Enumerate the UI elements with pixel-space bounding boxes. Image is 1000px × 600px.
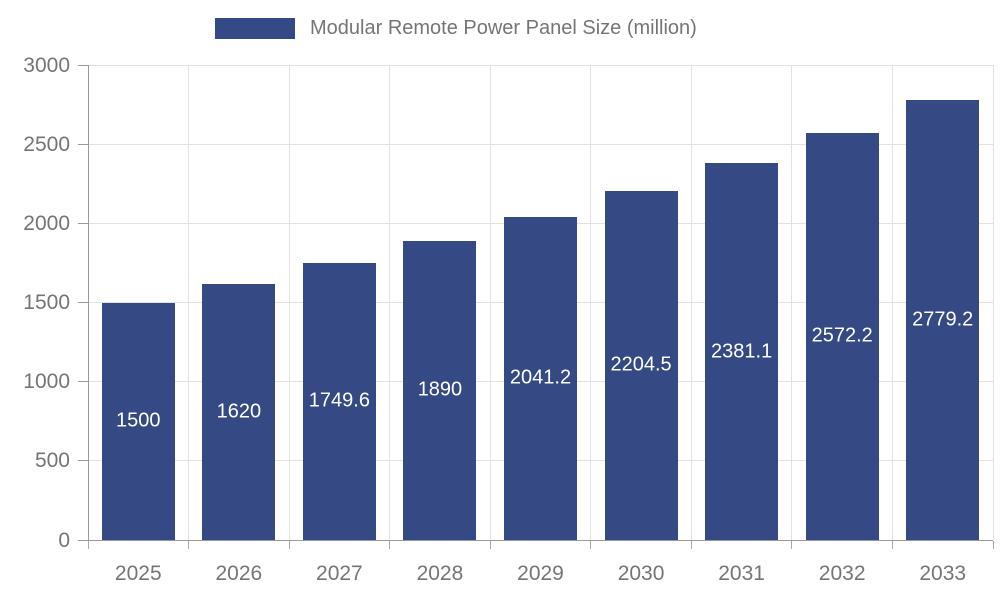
v-gridline	[489, 65, 491, 540]
v-gridline	[590, 65, 592, 540]
bar-2025[interactable]: 1500	[101, 302, 175, 540]
y-tick-label: 0	[58, 528, 70, 552]
v-gridline	[791, 65, 793, 540]
y-tick-label: 3000	[23, 53, 70, 77]
bar-2026[interactable]: 1620	[202, 283, 276, 540]
x-tick-label: 2027	[316, 562, 363, 585]
y-axis-tick	[78, 64, 88, 66]
v-gridline	[188, 65, 190, 540]
bar-value-label: 1749.6	[308, 389, 370, 412]
bar-value-label: 2381.1	[711, 340, 773, 362]
bar-value-label: 2779.2	[912, 308, 974, 331]
h-gridline	[88, 143, 993, 145]
x-tick-label: 2028	[416, 562, 464, 585]
v-gridline	[389, 65, 391, 540]
legend-swatch	[215, 18, 295, 39]
bar-2032[interactable]: 2572.2	[805, 132, 879, 540]
bar-2030[interactable]: 2204.5	[604, 190, 678, 540]
x-tick-label: 2025	[114, 562, 162, 585]
x-tick-label: 2029	[517, 562, 564, 585]
y-tick-label: 2500	[23, 132, 70, 156]
x-tick-label: 2033	[919, 562, 967, 585]
h-gridline	[88, 64, 993, 66]
y-tick-label: 1500	[23, 291, 70, 314]
bar-2029[interactable]: 2041.2	[504, 216, 577, 540]
y-axis-tick	[78, 222, 88, 224]
y-tick-label: 2000	[23, 211, 70, 235]
plot-area: 1500 1620 1749.6 1890 2041.2 2204.5 2381.1 2572…	[88, 64, 994, 540]
x-axis-tick	[87, 541, 89, 549]
v-gridline	[288, 65, 290, 540]
v-gridline	[891, 65, 893, 540]
x-axis-tick	[188, 541, 190, 549]
y-tick-label: 1000	[23, 370, 70, 394]
y-axis-line	[88, 65, 89, 541]
bar-value-label: 2572.2	[811, 324, 873, 347]
y-axis-tick	[78, 460, 88, 462]
bar-2027[interactable]: 1749.6	[302, 262, 376, 540]
x-axis-line	[88, 540, 993, 541]
x-axis-tick	[389, 541, 391, 549]
bar-value-label: 2204.5	[610, 353, 672, 376]
x-axis-tick	[690, 541, 692, 549]
x-axis-tick	[288, 541, 290, 549]
bar-value-label: 1500	[116, 409, 161, 432]
v-gridline	[690, 65, 692, 540]
x-tick-label: 2032	[818, 562, 866, 585]
y-axis-tick	[78, 539, 88, 541]
bar-value-label: 2041.2	[509, 366, 572, 389]
legend-item[interactable]: Modular Remote Power Panel Size (million…	[215, 17, 697, 40]
bar-value-label: 1620	[216, 400, 262, 423]
y-axis-tick	[78, 302, 88, 303]
x-axis-tick	[489, 541, 491, 549]
x-axis-tick	[590, 541, 592, 549]
bar-value-label: 1890	[417, 378, 463, 401]
y-axis-tick	[78, 143, 88, 145]
bar-2033[interactable]: 2779.2	[906, 99, 980, 540]
bar-2031[interactable]: 2381.1	[705, 163, 779, 540]
x-axis-tick	[891, 541, 893, 549]
x-axis-tick	[992, 541, 994, 549]
bar-2028[interactable]: 1890	[403, 240, 477, 540]
v-gridline	[992, 65, 994, 540]
x-axis-tick	[791, 541, 793, 549]
legend-label: Modular Remote Power Panel Size (million…	[310, 17, 697, 39]
y-tick-label: 500	[34, 449, 70, 473]
x-tick-label: 2026	[215, 562, 263, 585]
x-tick-label: 2030	[617, 562, 665, 585]
x-tick-label: 2031	[718, 562, 765, 585]
y-axis-tick	[78, 381, 88, 383]
